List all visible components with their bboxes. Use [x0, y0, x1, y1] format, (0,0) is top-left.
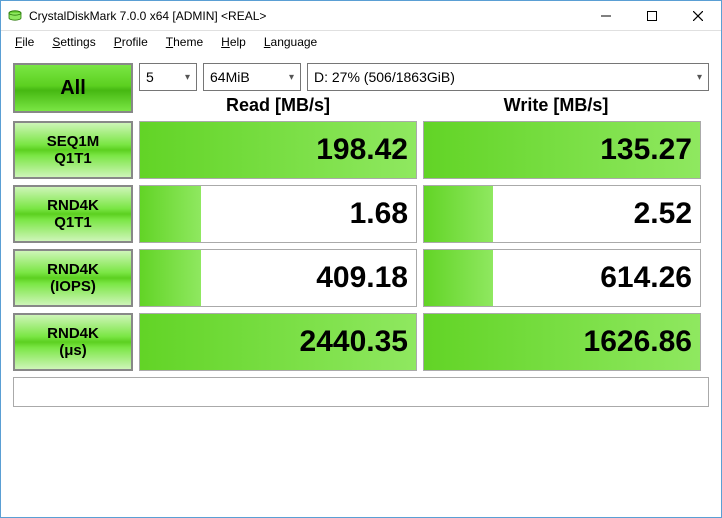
test-button-rnd4k-q1t1[interactable]: RND4K Q1T1 [13, 185, 133, 243]
all-button[interactable]: All [13, 63, 133, 113]
read-value: 409.18 [316, 261, 408, 295]
read-cell: 2440.35 [139, 313, 417, 371]
menu-file[interactable]: File [7, 33, 42, 51]
test-row: RND4K (μs) 2440.35 1626.86 [13, 313, 709, 371]
menu-theme[interactable]: Theme [158, 33, 211, 51]
maximize-button[interactable] [629, 1, 675, 31]
runs-select[interactable]: 5 ▾ [139, 63, 197, 91]
menu-settings[interactable]: Settings [44, 33, 103, 51]
test-button-seq1m-q1t1[interactable]: SEQ1M Q1T1 [13, 121, 133, 179]
runs-value: 5 [146, 69, 154, 85]
test-row: RND4K Q1T1 1.68 2.52 [13, 185, 709, 243]
test-button-rnd4k-us[interactable]: RND4K (μs) [13, 313, 133, 371]
titlebar: CrystalDiskMark 7.0.0 x64 [ADMIN] <REAL> [1, 1, 721, 31]
write-value: 614.26 [600, 261, 692, 295]
menu-language[interactable]: Language [256, 33, 325, 51]
write-cell: 1626.86 [423, 313, 701, 371]
close-button[interactable] [675, 1, 721, 31]
read-cell: 198.42 [139, 121, 417, 179]
chevron-down-icon: ▾ [185, 72, 190, 83]
chevron-down-icon: ▾ [289, 72, 294, 83]
test-button-rnd4k-iops[interactable]: RND4K (IOPS) [13, 249, 133, 307]
write-value: 2.52 [634, 197, 692, 231]
drive-select[interactable]: D: 27% (506/1863GiB) ▾ [307, 63, 709, 91]
read-cell: 409.18 [139, 249, 417, 307]
write-cell: 135.27 [423, 121, 701, 179]
window-title: CrystalDiskMark 7.0.0 x64 [ADMIN] <REAL> [29, 9, 583, 23]
write-value: 1626.86 [584, 325, 692, 359]
size-select[interactable]: 64MiB ▾ [203, 63, 301, 91]
size-value: 64MiB [210, 69, 250, 85]
read-cell: 1.68 [139, 185, 417, 243]
read-value: 2440.35 [300, 325, 408, 359]
minimize-button[interactable] [583, 1, 629, 31]
write-cell: 614.26 [423, 249, 701, 307]
app-icon [7, 8, 23, 24]
drive-value: D: 27% (506/1863GiB) [314, 69, 455, 85]
menu-help[interactable]: Help [213, 33, 254, 51]
write-bar [424, 250, 493, 306]
menu-profile[interactable]: Profile [106, 33, 156, 51]
menubar: File Settings Profile Theme Help Languag… [1, 31, 721, 53]
read-value: 198.42 [316, 133, 408, 167]
write-cell: 2.52 [423, 185, 701, 243]
header-write: Write [MB/s] [417, 95, 695, 116]
header-read: Read [MB/s] [139, 95, 417, 116]
write-bar [424, 186, 493, 242]
main-area: All 5 ▾ 64MiB ▾ D: 27% (506/1863GiB) ▾ R… [1, 53, 721, 415]
read-bar [140, 186, 201, 242]
chevron-down-icon: ▾ [697, 72, 702, 83]
results-grid: SEQ1M Q1T1 198.42 135.27 RND4K Q1T1 1.68 [13, 121, 709, 371]
test-row: RND4K (IOPS) 409.18 614.26 [13, 249, 709, 307]
write-value: 135.27 [600, 133, 692, 167]
read-value: 1.68 [350, 197, 408, 231]
status-slot [13, 377, 709, 407]
read-bar [140, 250, 201, 306]
test-row: SEQ1M Q1T1 198.42 135.27 [13, 121, 709, 179]
